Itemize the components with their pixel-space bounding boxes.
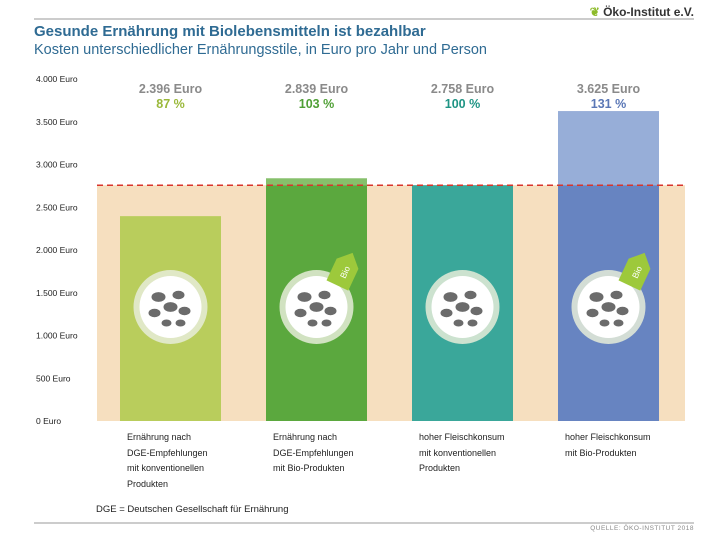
- food-item: [294, 308, 307, 318]
- percent-label: 103 %: [299, 97, 334, 111]
- percent-label: 100 %: [445, 97, 480, 111]
- food-item: [613, 319, 624, 327]
- y-tick-label: 2.500 Euro: [36, 202, 78, 212]
- food-item: [455, 302, 470, 312]
- category-label-line: Ernährung nach: [127, 432, 192, 442]
- category-label-line: mit konventionellen: [419, 447, 497, 458]
- y-tick-label: 0 Euro: [36, 416, 61, 426]
- food-item: [599, 319, 610, 327]
- category-label-line: Produkten: [127, 478, 169, 489]
- food-item: [148, 308, 161, 318]
- source: QUELLE: ÖKO-INSTITUT 2018: [590, 525, 694, 532]
- category-label-line: DGE-Empfehlungen: [127, 447, 208, 458]
- food-icon: [294, 290, 337, 327]
- category-label: Ernährung nach DGE-Empfehlungen mit Bio-Pr…: [273, 430, 413, 477]
- bio-tag-icon: [618, 252, 651, 291]
- food-icon: [148, 290, 191, 327]
- value-label: 2.839 Euro: [285, 82, 349, 96]
- food-item: [172, 290, 185, 300]
- value-label: 3.625 Euro: [577, 82, 641, 96]
- y-tick-label: 3.500 Euro: [36, 117, 78, 127]
- y-tick-label: 500 Euro: [36, 373, 71, 383]
- percent-label: 87 %: [156, 97, 185, 111]
- bio-tag-icon: [326, 252, 359, 291]
- food-item: [161, 319, 172, 327]
- y-tick-label: 1.000 Euro: [36, 331, 78, 341]
- food-item: [163, 302, 178, 312]
- category-label-line: mit Bio-Produkten: [565, 447, 637, 458]
- food-item: [464, 290, 477, 300]
- chart-title: Gesunde Ernährung mit Biolebensmitteln i…: [34, 23, 426, 40]
- food-item: [453, 319, 464, 327]
- food-item: [318, 290, 331, 300]
- y-tick-label: 3.000 Euro: [36, 160, 78, 170]
- y-tick-label: 2.000 Euro: [36, 245, 78, 255]
- food-item: [151, 292, 166, 302]
- footnote: DGE = Deutschen Gesellschaft für Ernähru…: [96, 504, 289, 515]
- food-item: [178, 306, 191, 316]
- bio-label: Bio: [630, 264, 644, 280]
- food-item: [601, 302, 616, 312]
- logo: ❦ Öko-Institut e.V.: [590, 5, 694, 19]
- leaf-icon: ❦: [589, 5, 604, 19]
- chart-subtitle: Kosten unterschiedlicher Ernährungsstile…: [34, 42, 487, 58]
- category-label: hoher Fleischkonsum mit konventionellen Pr…: [419, 430, 559, 477]
- food-item: [589, 292, 604, 302]
- top-divider: [34, 18, 694, 20]
- category-label-line: DGE-Empfehlungen: [273, 447, 354, 458]
- bar-top-segment: [266, 178, 367, 186]
- food-icon: [440, 290, 483, 327]
- bar-top-segment: [558, 111, 659, 186]
- y-tick-label: 4.000 Euro: [36, 74, 78, 84]
- food-item: [324, 306, 337, 316]
- logo-text: Öko-Institut e.V.: [603, 5, 694, 19]
- category-label-line: hoher Fleischkonsum: [565, 432, 651, 442]
- category-label-line: Produkten: [419, 463, 461, 473]
- value-label: 2.758 Euro: [431, 82, 495, 96]
- food-item: [467, 319, 478, 327]
- food-item: [309, 302, 324, 312]
- food-item: [470, 306, 483, 316]
- percent-label: 131 %: [591, 97, 626, 111]
- category-label: Ernährung nach DGE-Empfehlungen mit konven…: [127, 430, 267, 492]
- y-tick-label: 1.500 Euro: [36, 288, 78, 298]
- category-label-line: Ernährung nach: [273, 432, 338, 442]
- category-label-line: mit konventionellen: [127, 463, 205, 473]
- category-label: hoher Fleischkonsum mit Bio-Produkten: [565, 430, 705, 461]
- category-label-line: mit Bio-Produkten: [273, 463, 345, 473]
- food-item: [175, 319, 186, 327]
- food-item: [440, 308, 453, 318]
- bottom-divider: [34, 522, 694, 524]
- food-item: [610, 290, 623, 300]
- category-label-line: hoher Fleischkonsum: [419, 432, 505, 442]
- food-item: [321, 319, 332, 327]
- food-item: [443, 292, 458, 302]
- food-item: [616, 306, 629, 316]
- value-label: 2.396 Euro: [139, 82, 203, 96]
- food-item: [297, 292, 312, 302]
- bio-label: Bio: [338, 264, 352, 280]
- food-item: [586, 308, 599, 318]
- food-item: [307, 319, 318, 327]
- food-icon: [586, 290, 629, 327]
